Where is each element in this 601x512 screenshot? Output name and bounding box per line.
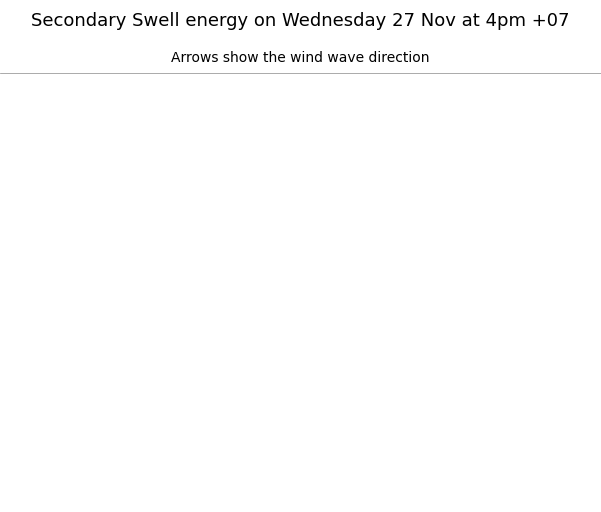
- Text: Secondary Swell energy on Wednesday 27 Nov at 4pm +07: Secondary Swell energy on Wednesday 27 N…: [31, 12, 570, 30]
- Text: Arrows show the wind wave direction: Arrows show the wind wave direction: [171, 51, 430, 65]
